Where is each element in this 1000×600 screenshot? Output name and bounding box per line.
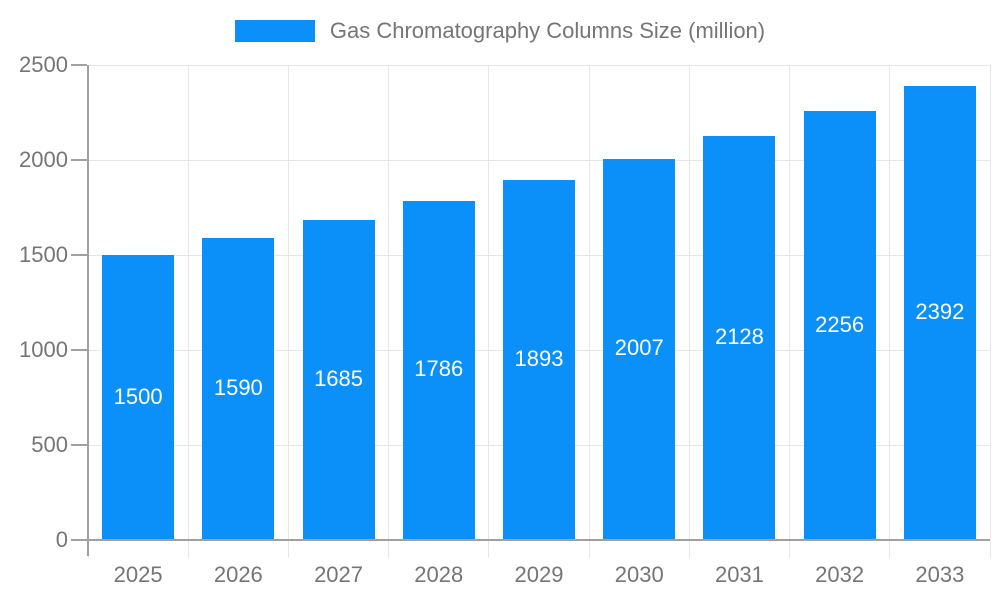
x-tick-mark (688, 541, 690, 558)
x-axis-tick-label: 2027 (314, 562, 364, 587)
bar-2033[interactable]: 2392 (903, 85, 976, 539)
bar-2032[interactable]: 2256 (803, 111, 876, 539)
y-tick-mark (71, 159, 87, 161)
x-tick-mark (287, 541, 289, 558)
bar-2029[interactable]: 1893 (503, 180, 575, 539)
x-axis-line (88, 539, 990, 541)
x-axis-tick-label: 2026 (213, 562, 263, 587)
x-tick-mark (588, 541, 590, 558)
x-axis-tick-label: 2030 (614, 562, 664, 587)
bar-2028[interactable]: 1786 (402, 200, 475, 539)
y-axis-line (87, 65, 89, 556)
bar-2027[interactable]: 1685 (302, 219, 375, 539)
bar-value-label: 2128 (714, 323, 764, 349)
gridline-v (187, 65, 189, 540)
x-axis-tick-label: 2031 (714, 562, 764, 587)
legend[interactable]: Gas Chromatography Columns Size (million… (0, 18, 1000, 44)
gridline-v (488, 65, 490, 540)
legend-label: Gas Chromatography Columns Size (million… (329, 18, 766, 43)
x-tick-mark (187, 541, 189, 558)
bar-value-label: 2256 (815, 311, 865, 337)
gridline-v (989, 65, 991, 540)
y-tick-mark (71, 254, 87, 256)
y-tick-mark (71, 444, 87, 446)
gridline-v (889, 65, 891, 540)
x-tick-mark (488, 541, 490, 558)
x-tick-mark (889, 541, 891, 558)
y-axis-tick-label: 1500 (19, 242, 68, 267)
bar-value-label: 2007 (614, 335, 664, 361)
bar-value-label: 1500 (113, 383, 163, 409)
x-axis-tick-label: 2025 (113, 562, 163, 587)
x-tick-mark (388, 541, 390, 558)
bar-2031[interactable]: 2128 (703, 135, 776, 539)
gridline-h (88, 64, 990, 66)
y-axis-tick-label: 2000 (19, 147, 68, 172)
bar-value-label: 1893 (514, 346, 564, 372)
bar-value-label: 1590 (213, 374, 263, 400)
gridline-v (688, 65, 690, 540)
legend-swatch-icon (234, 20, 315, 42)
y-axis-tick-label: 0 (55, 527, 68, 552)
x-axis-tick-label: 2029 (514, 562, 564, 587)
gridline-v (287, 65, 289, 540)
x-tick-mark (989, 541, 991, 558)
y-tick-mark (71, 349, 87, 351)
bar-value-label: 1685 (314, 365, 364, 391)
gridline-h (88, 159, 990, 161)
bar-value-label: 1786 (414, 356, 464, 382)
plot-area: 0 500 1000 1500 2000 2500 1500 2025 1590 2026 1685… (19, 54, 991, 587)
bar-2030[interactable]: 2007 (603, 158, 676, 539)
y-axis-tick-label: 1000 (19, 337, 68, 362)
bar-value-label: 2392 (915, 298, 965, 324)
x-tick-mark (789, 541, 791, 558)
y-axis-tick-label: 2500 (19, 52, 68, 77)
gridline-v (789, 65, 791, 540)
bar-2025[interactable]: 1500 (102, 255, 175, 539)
gridline-v (588, 65, 590, 540)
x-axis-tick-label: 2033 (915, 562, 965, 587)
x-axis-tick-label: 2028 (414, 562, 464, 587)
x-axis-tick-label: 2032 (815, 562, 865, 587)
y-tick-mark (71, 539, 87, 541)
y-tick-mark (71, 64, 87, 66)
y-axis-tick-label: 500 (31, 432, 68, 457)
bar-2026[interactable]: 1590 (202, 237, 275, 539)
gridline-v (388, 65, 390, 540)
